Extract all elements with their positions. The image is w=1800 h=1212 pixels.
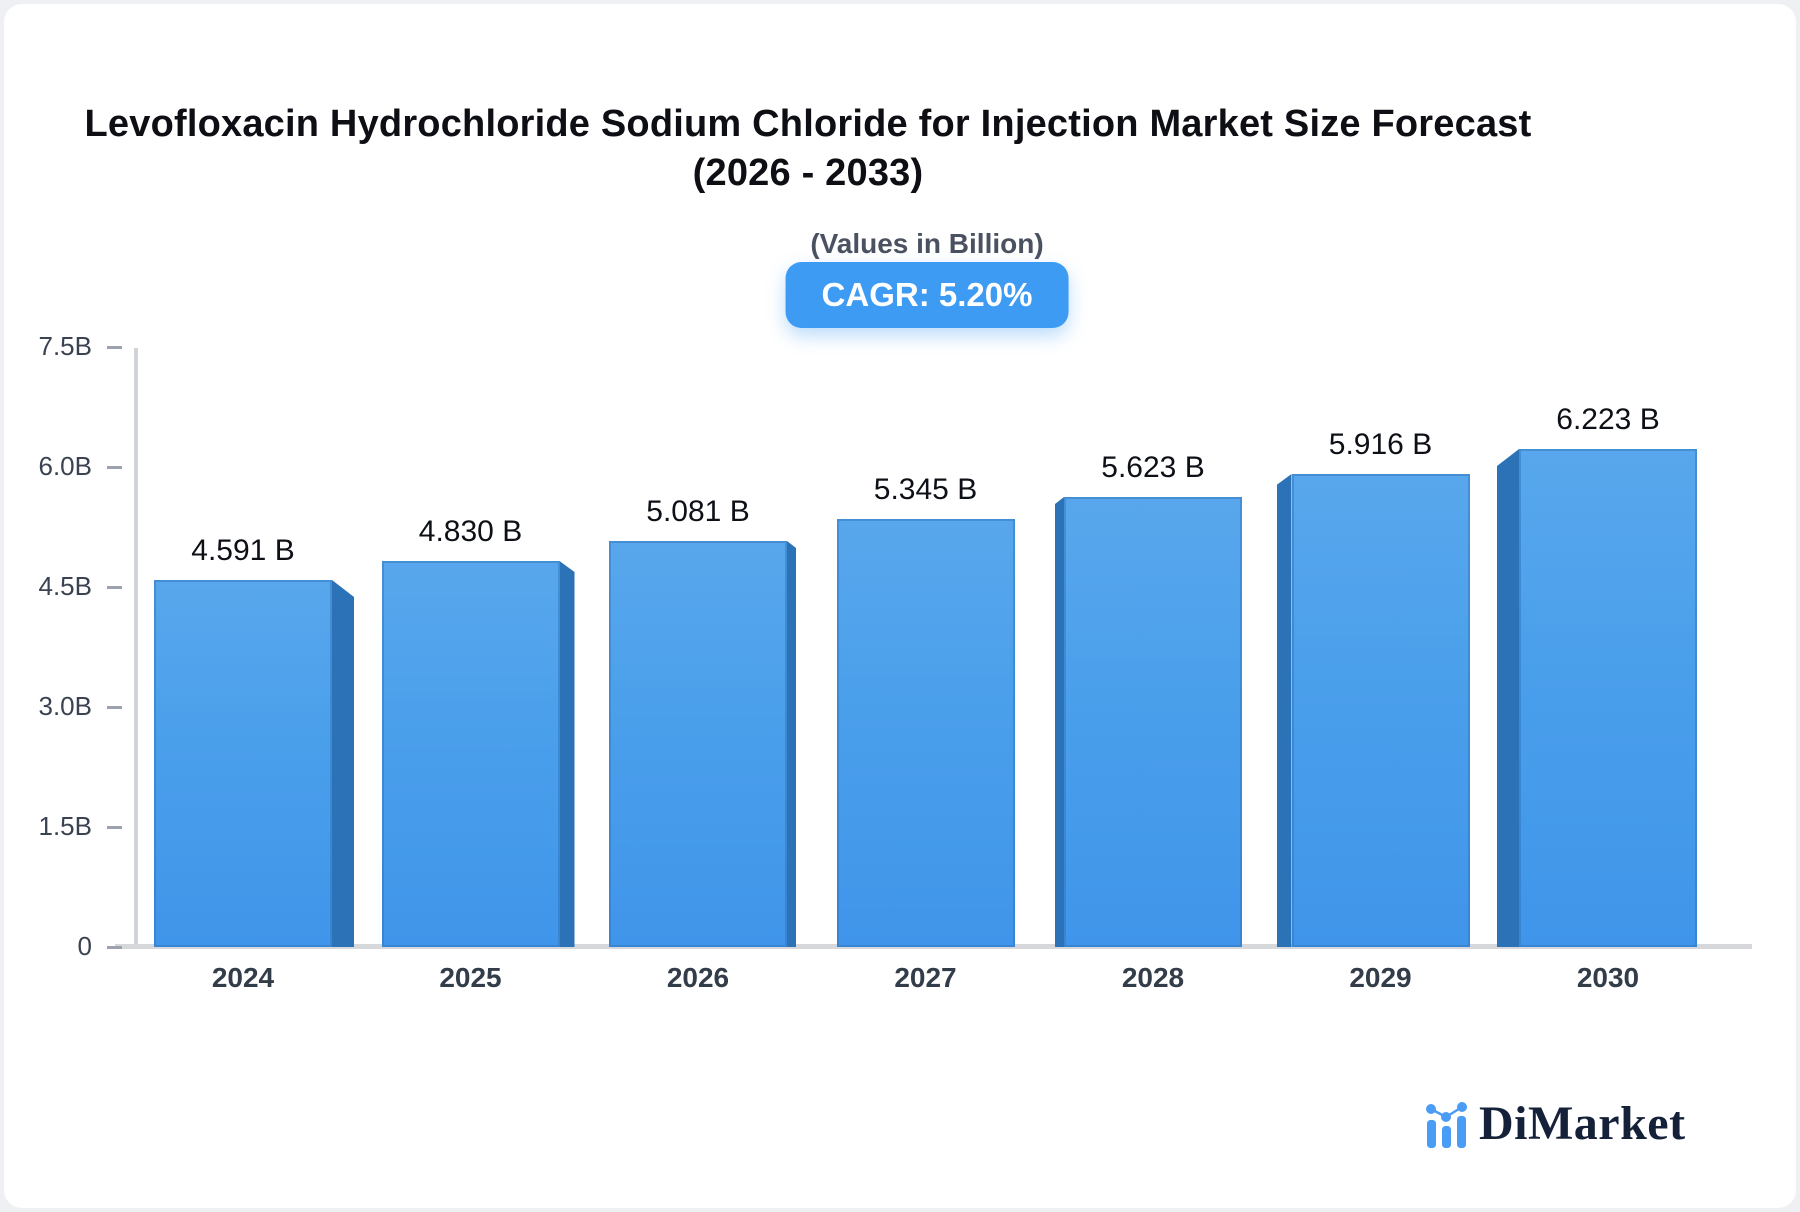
chart-title-range: (2026 - 2033) [692, 152, 924, 194]
bar-2024 [154, 580, 332, 947]
bar-group-2028: 5.623 B [1055, 451, 1242, 947]
bar-2029 [1291, 474, 1470, 947]
bar-group-2024: 4.591 B [154, 534, 354, 947]
brand-name: DiMarket [1479, 1097, 1686, 1150]
bar-group-2030: 6.223 B [1497, 403, 1697, 947]
bar-2028 [1064, 497, 1242, 947]
x-axis-label: 2029 [1349, 962, 1412, 993]
x-axis-label: 2024 [211, 962, 275, 993]
x-axis-label: 2027 [894, 962, 957, 993]
bar-chart: 0 1.5B 3.0B 4.5B 6.0B 7.5B 4.591 B 2024 4.830 B 2… [4, 4, 1796, 1208]
x-axis-label: 2028 [1121, 962, 1185, 993]
bar-value-label: 5.623 B [1101, 451, 1205, 484]
y-axis-label: 3.0B [38, 691, 93, 721]
bar-value-label: 5.081 B [646, 495, 750, 528]
y-axis-label: 6.0B [38, 451, 93, 481]
y-axis-label: 0 [77, 931, 92, 961]
y-tick [107, 705, 122, 709]
bar-2025 [381, 561, 560, 947]
bar-side-face [1276, 474, 1292, 947]
y-axis-label: 7.5B [38, 331, 93, 361]
y-tick [107, 345, 122, 349]
bar-side-face [332, 580, 354, 947]
x-axis-label: 2025 [439, 962, 502, 993]
bar-2030 [1519, 449, 1697, 947]
bar-side-face [559, 561, 575, 947]
chart-subtitle: (Values in Billion) [810, 228, 1044, 259]
y-axis-line [134, 348, 138, 948]
y-axis-label: 4.5B [38, 571, 93, 601]
bar-value-label: 4.830 B [418, 515, 523, 548]
cagr-badge-label: CAGR: 5.20% [821, 276, 1033, 313]
bar-line-chart-icon [1426, 1102, 1467, 1148]
y-tick [107, 945, 122, 949]
bar-value-label: 5.916 B [1328, 428, 1433, 461]
bar-side-face [1055, 497, 1064, 947]
chart-title-line1: Levofloxacin Hydrochloride Sodium Chlori… [84, 103, 1532, 145]
bar-side-face [1497, 449, 1519, 947]
bar-group-2027: 5.345 B [836, 473, 1015, 947]
report-card: Levofloxacin Hydrochloride Sodium Chlori… [4, 4, 1796, 1208]
y-tick [107, 825, 122, 829]
bar-2026 [609, 541, 787, 947]
chart-title: Levofloxacin Hydrochloride Sodium Chlori… [4, 100, 1612, 198]
bar-group-2029: 5.916 B [1276, 428, 1470, 947]
y-tick [107, 465, 122, 469]
bar-value-label: 6.223 B [1556, 403, 1660, 436]
brand-logo: DiMarket [1425, 1100, 1686, 1148]
x-axis-label: 2026 [666, 962, 730, 993]
y-tick [107, 585, 122, 589]
bar-value-label: 5.345 B [873, 473, 978, 506]
bar-2027 [836, 519, 1015, 947]
bar-side-face [787, 541, 796, 947]
y-axis-label: 1.5B [38, 811, 93, 841]
bar-group-2025: 4.830 B [381, 515, 575, 947]
x-axis-label: 2030 [1576, 962, 1640, 993]
bar-group-2026: 5.081 B [609, 495, 796, 947]
cagr-badge: CAGR: 5.20% [785, 262, 1069, 328]
bar-value-label: 4.591 B [191, 534, 295, 567]
